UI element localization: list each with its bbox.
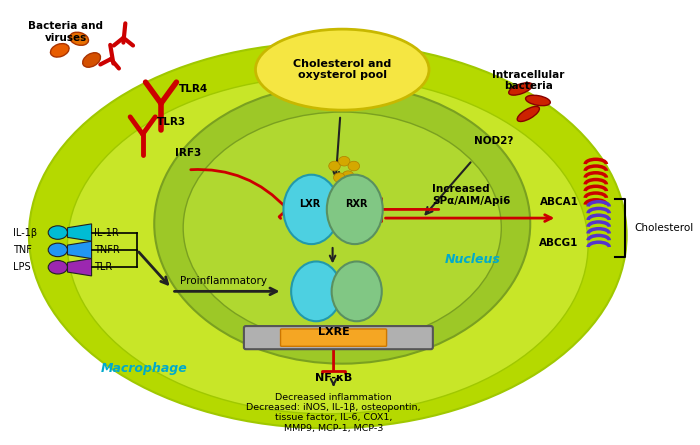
Text: Decreased inflammation
Decreased: iNOS, IL-1β, osteopontin,
tissue factor, IL-6,: Decreased inflammation Decreased: iNOS, … <box>246 392 421 433</box>
Ellipse shape <box>517 106 540 121</box>
Polygon shape <box>67 224 92 241</box>
FancyBboxPatch shape <box>244 326 433 349</box>
Text: TLR: TLR <box>94 262 113 272</box>
Ellipse shape <box>509 83 533 95</box>
Ellipse shape <box>183 112 501 344</box>
Ellipse shape <box>338 156 350 166</box>
Text: RXR: RXR <box>346 198 368 209</box>
Ellipse shape <box>334 173 345 182</box>
Text: Cholesterol: Cholesterol <box>634 223 694 233</box>
Text: TNFR: TNFR <box>94 245 120 255</box>
Ellipse shape <box>327 175 383 244</box>
Text: LXR: LXR <box>299 198 320 209</box>
Ellipse shape <box>69 32 88 45</box>
Text: Macrophage: Macrophage <box>102 362 188 375</box>
Text: ABCA1: ABCA1 <box>540 197 578 206</box>
Text: Cholesterol and
oxysterol pool: Cholesterol and oxysterol pool <box>293 59 391 81</box>
Text: Intracellular
bacteria: Intracellular bacteria <box>492 69 564 91</box>
Text: NF-κB: NF-κB <box>315 373 352 383</box>
Ellipse shape <box>154 84 530 364</box>
Polygon shape <box>67 259 92 276</box>
Ellipse shape <box>291 262 342 321</box>
Text: LPS: LPS <box>13 262 31 272</box>
Ellipse shape <box>83 53 101 67</box>
Ellipse shape <box>348 161 360 171</box>
Ellipse shape <box>48 226 67 239</box>
Text: TLR3: TLR3 <box>157 117 186 127</box>
Text: Bacteria and
viruses: Bacteria and viruses <box>28 21 103 43</box>
Ellipse shape <box>332 262 382 321</box>
Text: LXRE: LXRE <box>318 327 349 337</box>
Text: IRF3: IRF3 <box>176 149 202 158</box>
Ellipse shape <box>29 43 626 428</box>
Ellipse shape <box>48 260 67 274</box>
Ellipse shape <box>284 175 340 244</box>
Ellipse shape <box>48 243 67 257</box>
Ellipse shape <box>526 95 550 106</box>
Text: NOD2?: NOD2? <box>474 136 513 146</box>
Text: Increased
SPα/AIM/Api6: Increased SPα/AIM/Api6 <box>432 184 510 206</box>
Ellipse shape <box>67 77 588 414</box>
Text: ABCG1: ABCG1 <box>539 238 578 248</box>
Text: TNF: TNF <box>13 245 32 255</box>
Text: TLR4: TLR4 <box>179 84 209 94</box>
Ellipse shape <box>256 29 429 110</box>
Ellipse shape <box>329 161 340 171</box>
Text: Nucleus: Nucleus <box>444 253 500 266</box>
FancyBboxPatch shape <box>281 329 386 346</box>
Ellipse shape <box>342 171 354 181</box>
Text: IL-1R: IL-1R <box>94 227 119 238</box>
Ellipse shape <box>50 44 69 57</box>
Polygon shape <box>67 241 92 259</box>
Text: Proinflammatory: Proinflammatory <box>180 276 267 286</box>
Text: IL-1β: IL-1β <box>13 227 38 238</box>
